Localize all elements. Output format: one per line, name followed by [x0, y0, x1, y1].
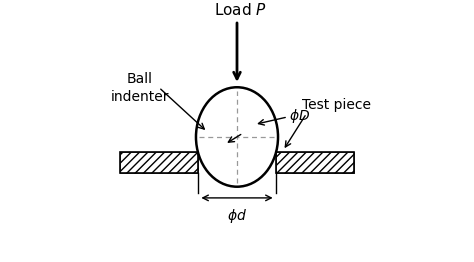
Polygon shape: [120, 152, 199, 173]
Polygon shape: [275, 152, 354, 173]
Text: Load $\mathit{P}$: Load $\mathit{P}$: [214, 2, 267, 18]
Text: Test piece: Test piece: [301, 98, 371, 112]
Text: $\phi D$: $\phi D$: [289, 107, 310, 125]
Ellipse shape: [196, 87, 278, 187]
Text: $\phi d$: $\phi d$: [227, 207, 247, 225]
Text: Ball
indenter: Ball indenter: [111, 72, 169, 104]
